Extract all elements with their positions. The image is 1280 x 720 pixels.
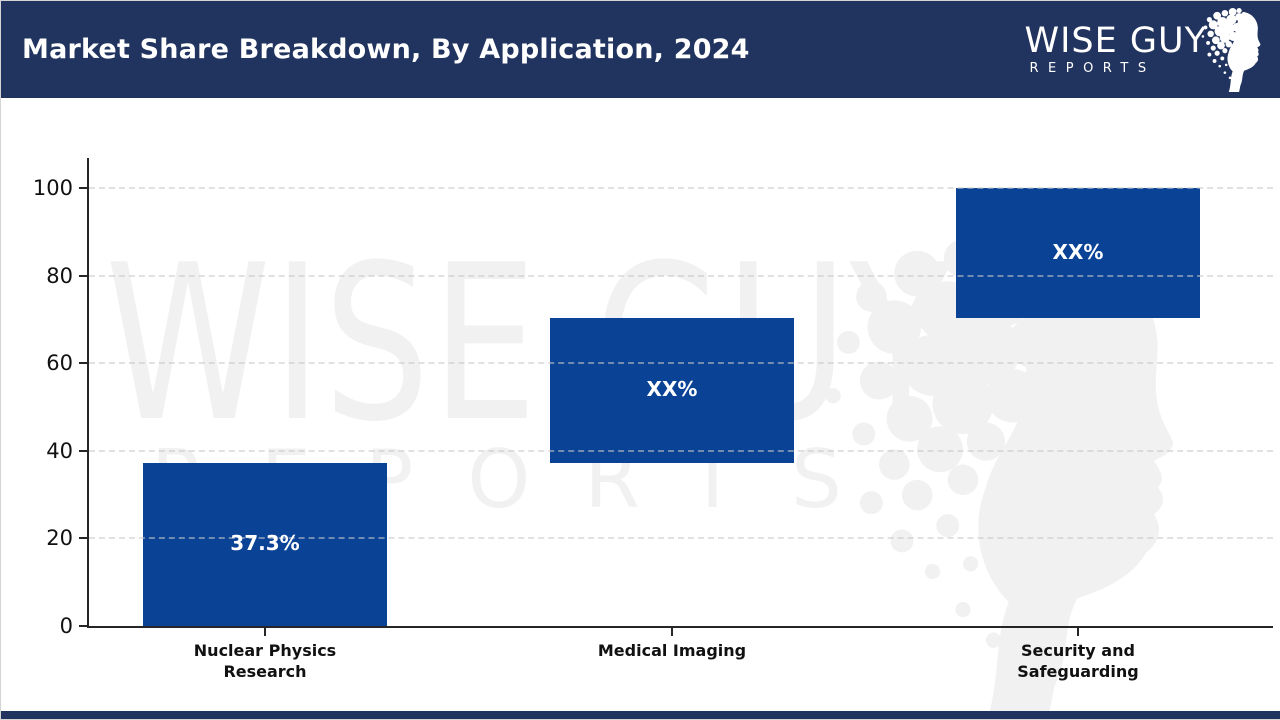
gridline-40 — [89, 449, 1273, 452]
y-tick-0 — [79, 625, 89, 627]
x-category-label-nuclear-physics-research: Nuclear Physics Research — [105, 640, 425, 682]
brand-wordmark: WISE GUY REPORTS — [1024, 21, 1207, 76]
y-tick-label-40: 40 — [46, 438, 73, 463]
bar-medical-imaging — [550, 318, 794, 463]
y-tick-label-0: 0 — [59, 614, 73, 638]
x-axis-line — [87, 626, 1273, 628]
y-tick-label-80: 80 — [46, 263, 73, 288]
y-tick-100 — [79, 187, 89, 189]
gridline-100 — [89, 187, 1273, 189]
y-tick-label-60: 60 — [46, 351, 73, 376]
plot-region: 0 20 40 60 80 100 37.3% XX% XX% Nuclear Physics Re… — [1, 98, 1280, 713]
category-label-line: Research — [223, 662, 307, 681]
bar-security-and-safeguarding — [956, 188, 1200, 319]
footer-bar — [1, 711, 1280, 719]
bar-value-label-nuclear-physics-research: 37.3% — [230, 531, 300, 556]
watermark-text: WISE GUY — [105, 218, 954, 469]
bar-nuclear-physics-research — [143, 462, 387, 626]
category-label-line: Medical Imaging — [597, 641, 747, 660]
y-tick-label-20: 20 — [46, 526, 73, 551]
y-tick-60 — [79, 362, 89, 365]
x-category-label-security-and-safeguarding: Security and Safeguarding — [918, 640, 1238, 682]
header: Market Share Breakdown, By Application, … — [1, 1, 1280, 98]
gridline-80 — [89, 274, 1273, 277]
category-label-line: Nuclear Physics — [193, 641, 337, 660]
x-tick-medical-imaging — [671, 628, 673, 636]
y-tick-80 — [79, 274, 89, 277]
y-tick-label-100: 100 — [32, 176, 73, 200]
chart-area: WISE GUY REPORTS 0 20 40 60 80 100 37.3% XX% XX%… — [1, 98, 1280, 713]
bar-value-label-security-and-safeguarding: XX% — [1052, 240, 1104, 265]
brand-subtitle: REPORTS — [1029, 61, 1156, 76]
category-label-line: Safeguarding — [1017, 662, 1139, 681]
gridline-20 — [89, 537, 1273, 540]
page-title: Market Share Breakdown, By Application, … — [22, 34, 750, 65]
x-tick-security-and-safeguarding — [1077, 628, 1079, 636]
x-category-label-medical-imaging: Medical Imaging — [512, 640, 832, 661]
brand-name: WISE GUY — [1024, 21, 1207, 61]
bar-value-label-medical-imaging: XX% — [646, 377, 698, 402]
gridline-60 — [89, 362, 1273, 365]
y-tick-40 — [79, 449, 89, 452]
brand-logo: WISE GUY REPORTS — [1024, 8, 1271, 92]
x-tick-nuclear-physics-research — [264, 628, 266, 636]
y-axis-line — [87, 158, 89, 628]
y-tick-20 — [79, 537, 89, 540]
category-label-line: Security and — [1021, 641, 1135, 660]
